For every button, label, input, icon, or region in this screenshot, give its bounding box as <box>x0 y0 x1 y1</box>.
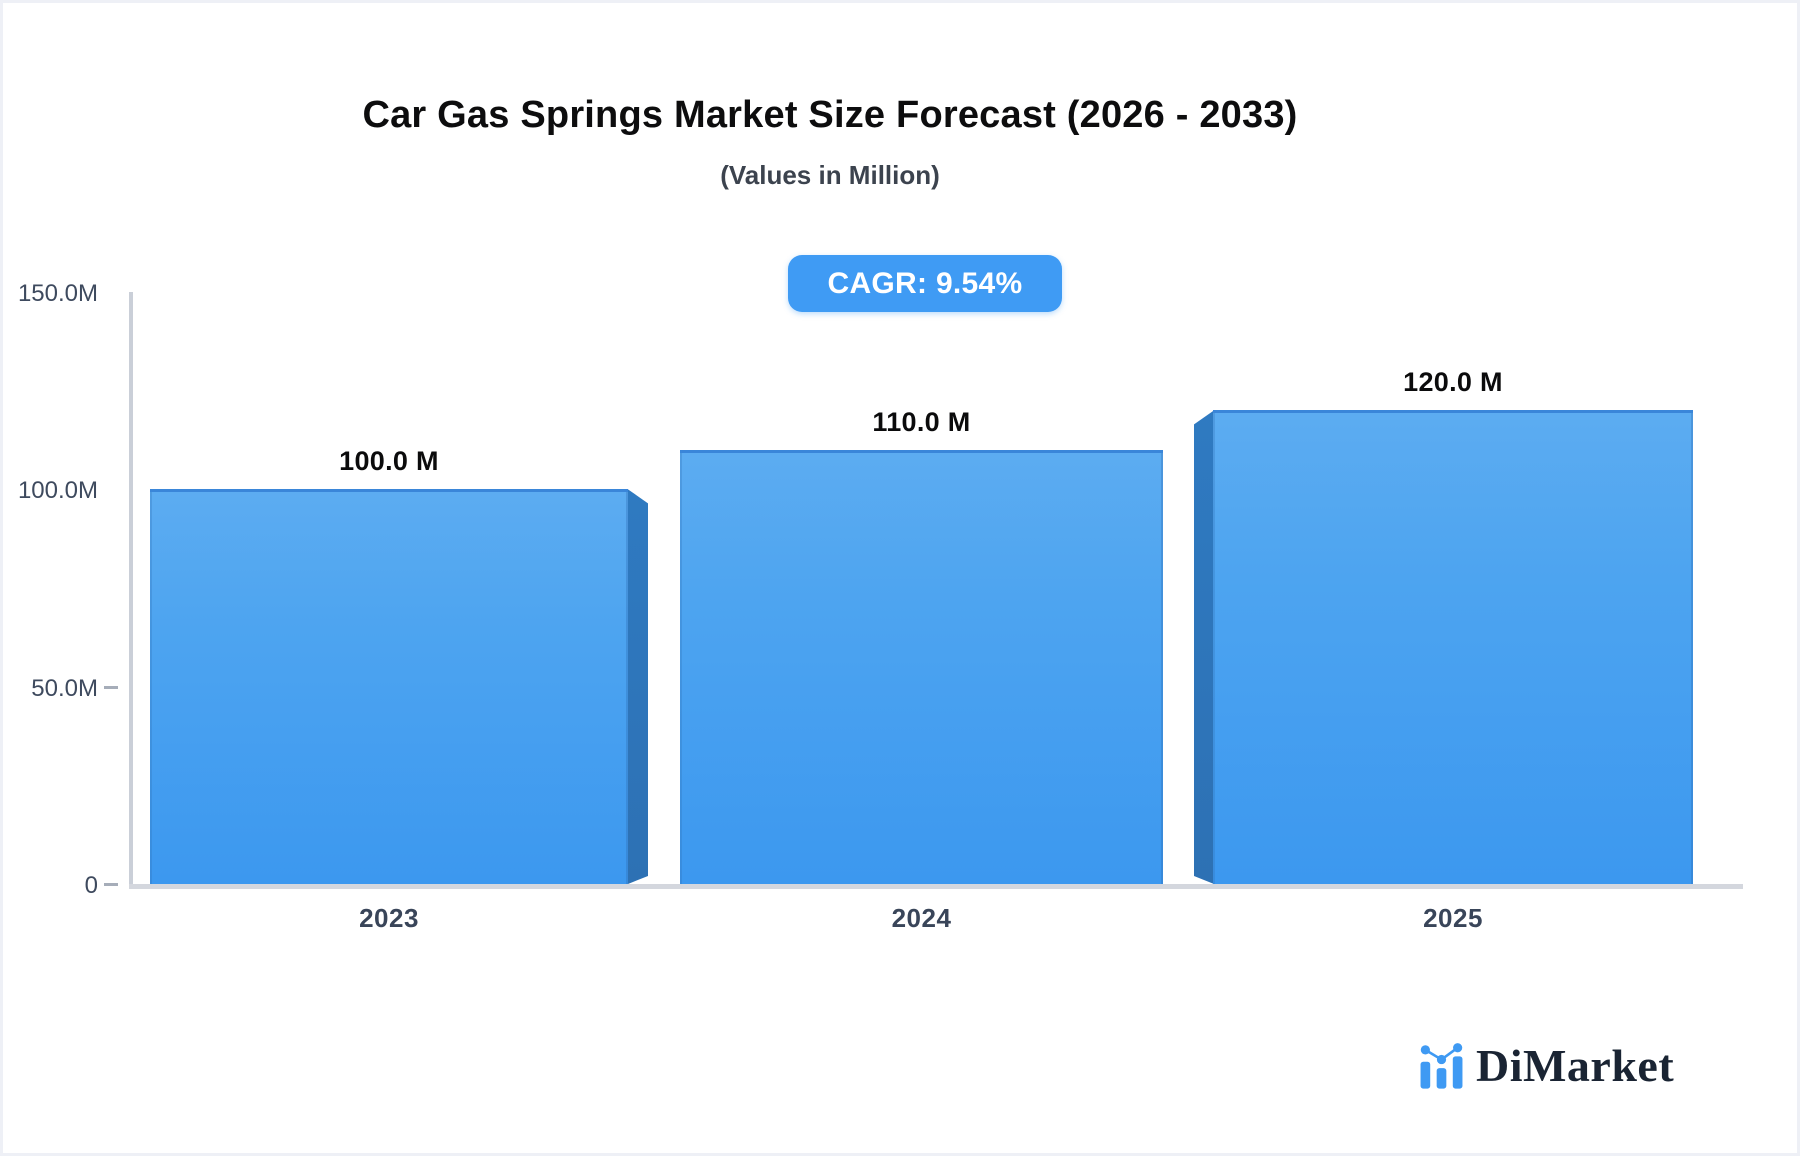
chart-subtitle: (Values in Million) <box>720 160 940 190</box>
y-tick-mark <box>104 685 118 689</box>
chart-title: Car Gas Springs Market Size Forecast (20… <box>362 94 1298 136</box>
y-tick-label: 0 <box>84 872 98 899</box>
x-category-label: 2023 <box>359 903 419 933</box>
cagr-badge-label: CAGR: 9.54% <box>827 266 1023 300</box>
bar-value-label: 100.0 M <box>339 446 439 477</box>
cagr-badge: CAGR: 9.54% <box>788 255 1062 312</box>
bar-value-label: 120.0 M <box>1403 367 1503 398</box>
brand-name: DiMarket <box>1476 1040 1675 1091</box>
brand-logo: DiMarket <box>1420 1038 1674 1094</box>
bar-2024 <box>680 449 1163 884</box>
x-category-label: 2024 <box>891 903 952 933</box>
x-axis-line <box>129 884 1743 889</box>
x-category-label: 2025 <box>1423 903 1483 933</box>
y-tick-label: 100.0M <box>17 477 98 505</box>
y-tick-label: 50.0M <box>31 674 98 702</box>
bar-3d-side <box>1194 410 1214 884</box>
bar-2025 <box>1213 410 1693 884</box>
y-tick-mark <box>104 883 118 886</box>
y-axis-line <box>129 292 133 886</box>
y-tick-label: 150.0M <box>17 280 98 307</box>
bar-2023 <box>150 489 628 884</box>
bar-3d-side <box>628 489 648 884</box>
bar-chart-trend-icon <box>1420 1043 1463 1089</box>
bar-value-label: 110.0 M <box>872 406 971 437</box>
